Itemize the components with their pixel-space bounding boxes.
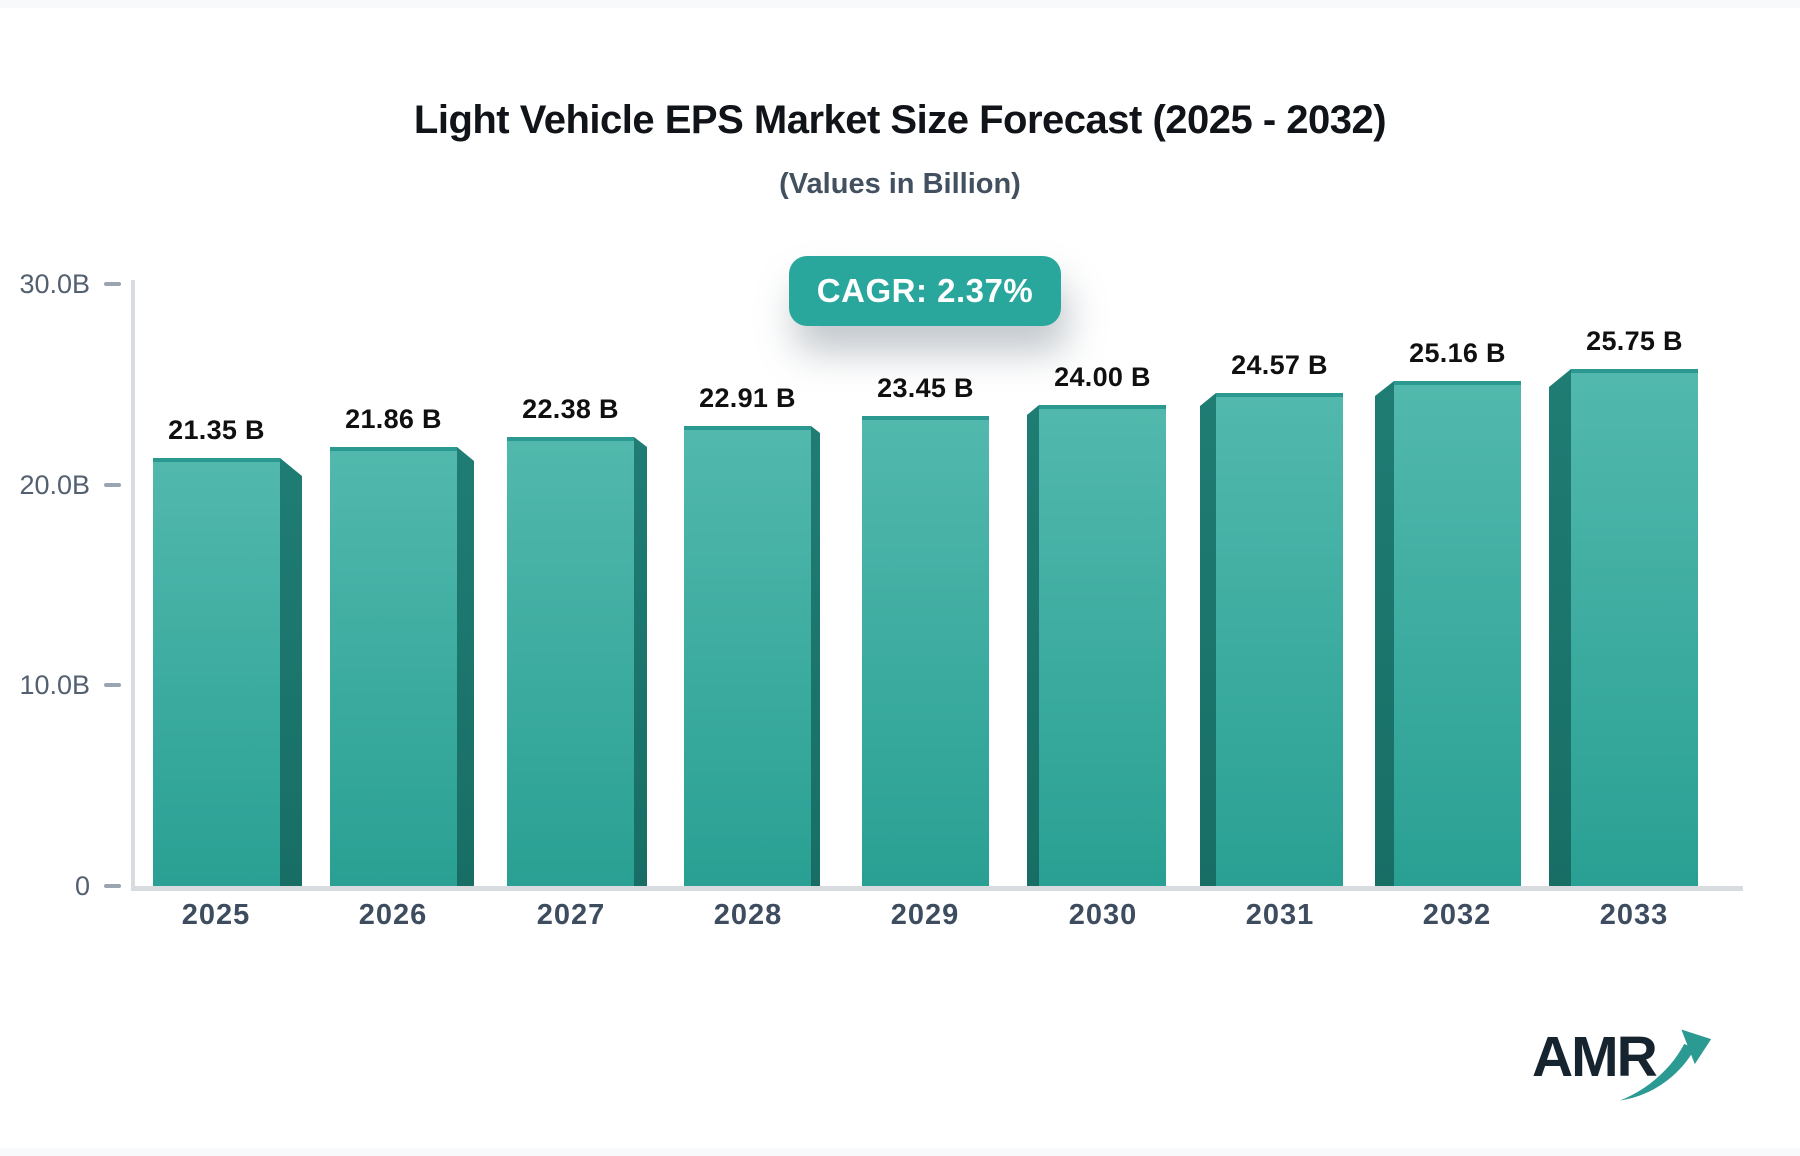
x-axis-label-2029: 2029 [890,899,960,931]
bar-2028 [684,426,811,886]
y-tick-label-0: 0 [74,871,90,901]
bar-value-2027: 22.38 B [522,394,619,424]
growth-arrow-icon [1619,1029,1712,1101]
bar-side-2032 [1375,381,1394,886]
y-tick-dash-0 [104,884,121,888]
bar-2031 [1216,393,1343,886]
bar-side-2025 [280,458,302,886]
bar-value-2025: 21.35 B [168,415,265,445]
bar-2033 [1571,369,1698,886]
chart-title: Light Vehicle EPS Market Size Forecast (… [413,98,1387,142]
bar-side-2033 [1549,369,1571,886]
x-axis-line [131,886,1743,891]
y-tick-dash-30.0B [104,282,121,286]
bar-value-2033: 25.75 B [1586,326,1683,356]
bar-side-2030 [1027,405,1039,886]
bar-2030 [1039,405,1166,886]
y-tick-dash-10.0B [104,683,121,687]
growth-arrow-head [1681,1029,1712,1065]
growth-arrow-swoosh [1619,1043,1695,1101]
bar-2025 [153,458,280,886]
bar-value-2028: 22.91 B [699,383,796,413]
y-tick-dash-20.0B [104,483,121,487]
card-top-edge [0,0,1800,8]
y-tick-label-10.0B: 10.0B [19,670,90,700]
bar-value-2030: 24.00 B [1054,362,1151,392]
bar-2029 [862,416,989,886]
x-axis-label-2033: 2033 [1599,899,1669,931]
bar-side-2027 [634,437,647,886]
bar-value-2029: 23.45 B [877,373,974,403]
bar-side-2028 [811,426,820,886]
bar-value-2026: 21.86 B [345,404,442,434]
y-tick-label-30.0B: 30.0B [19,269,90,299]
y-axis-line [131,280,135,890]
bar-2027 [507,437,634,886]
x-axis-label-2027: 2027 [536,899,606,931]
card-bottom-edge [0,1148,1800,1156]
bar-side-2031 [1200,393,1216,886]
amr-logo: AMR [1532,1024,1732,1124]
x-axis-label-2031: 2031 [1245,899,1315,931]
x-axis-label-2032: 2032 [1422,899,1492,931]
bar-value-2031: 24.57 B [1231,350,1328,380]
x-axis-label-2026: 2026 [358,899,428,931]
y-tick-label-20.0B: 20.0B [19,470,90,500]
bar-side-2026 [457,447,474,886]
bar-value-2032: 25.16 B [1409,338,1506,368]
x-axis-label-2030: 2030 [1068,899,1138,931]
x-axis-label-2025: 2025 [181,899,251,931]
cagr-badge: CAGR: 2.37% [789,256,1061,326]
amr-logo-text: AMR [1532,1025,1658,1089]
bar-2026 [330,447,457,886]
chart-subtitle: (Values in Billion) [779,168,1021,200]
x-axis-label-2028: 2028 [713,899,783,931]
bar-2032 [1394,381,1521,886]
